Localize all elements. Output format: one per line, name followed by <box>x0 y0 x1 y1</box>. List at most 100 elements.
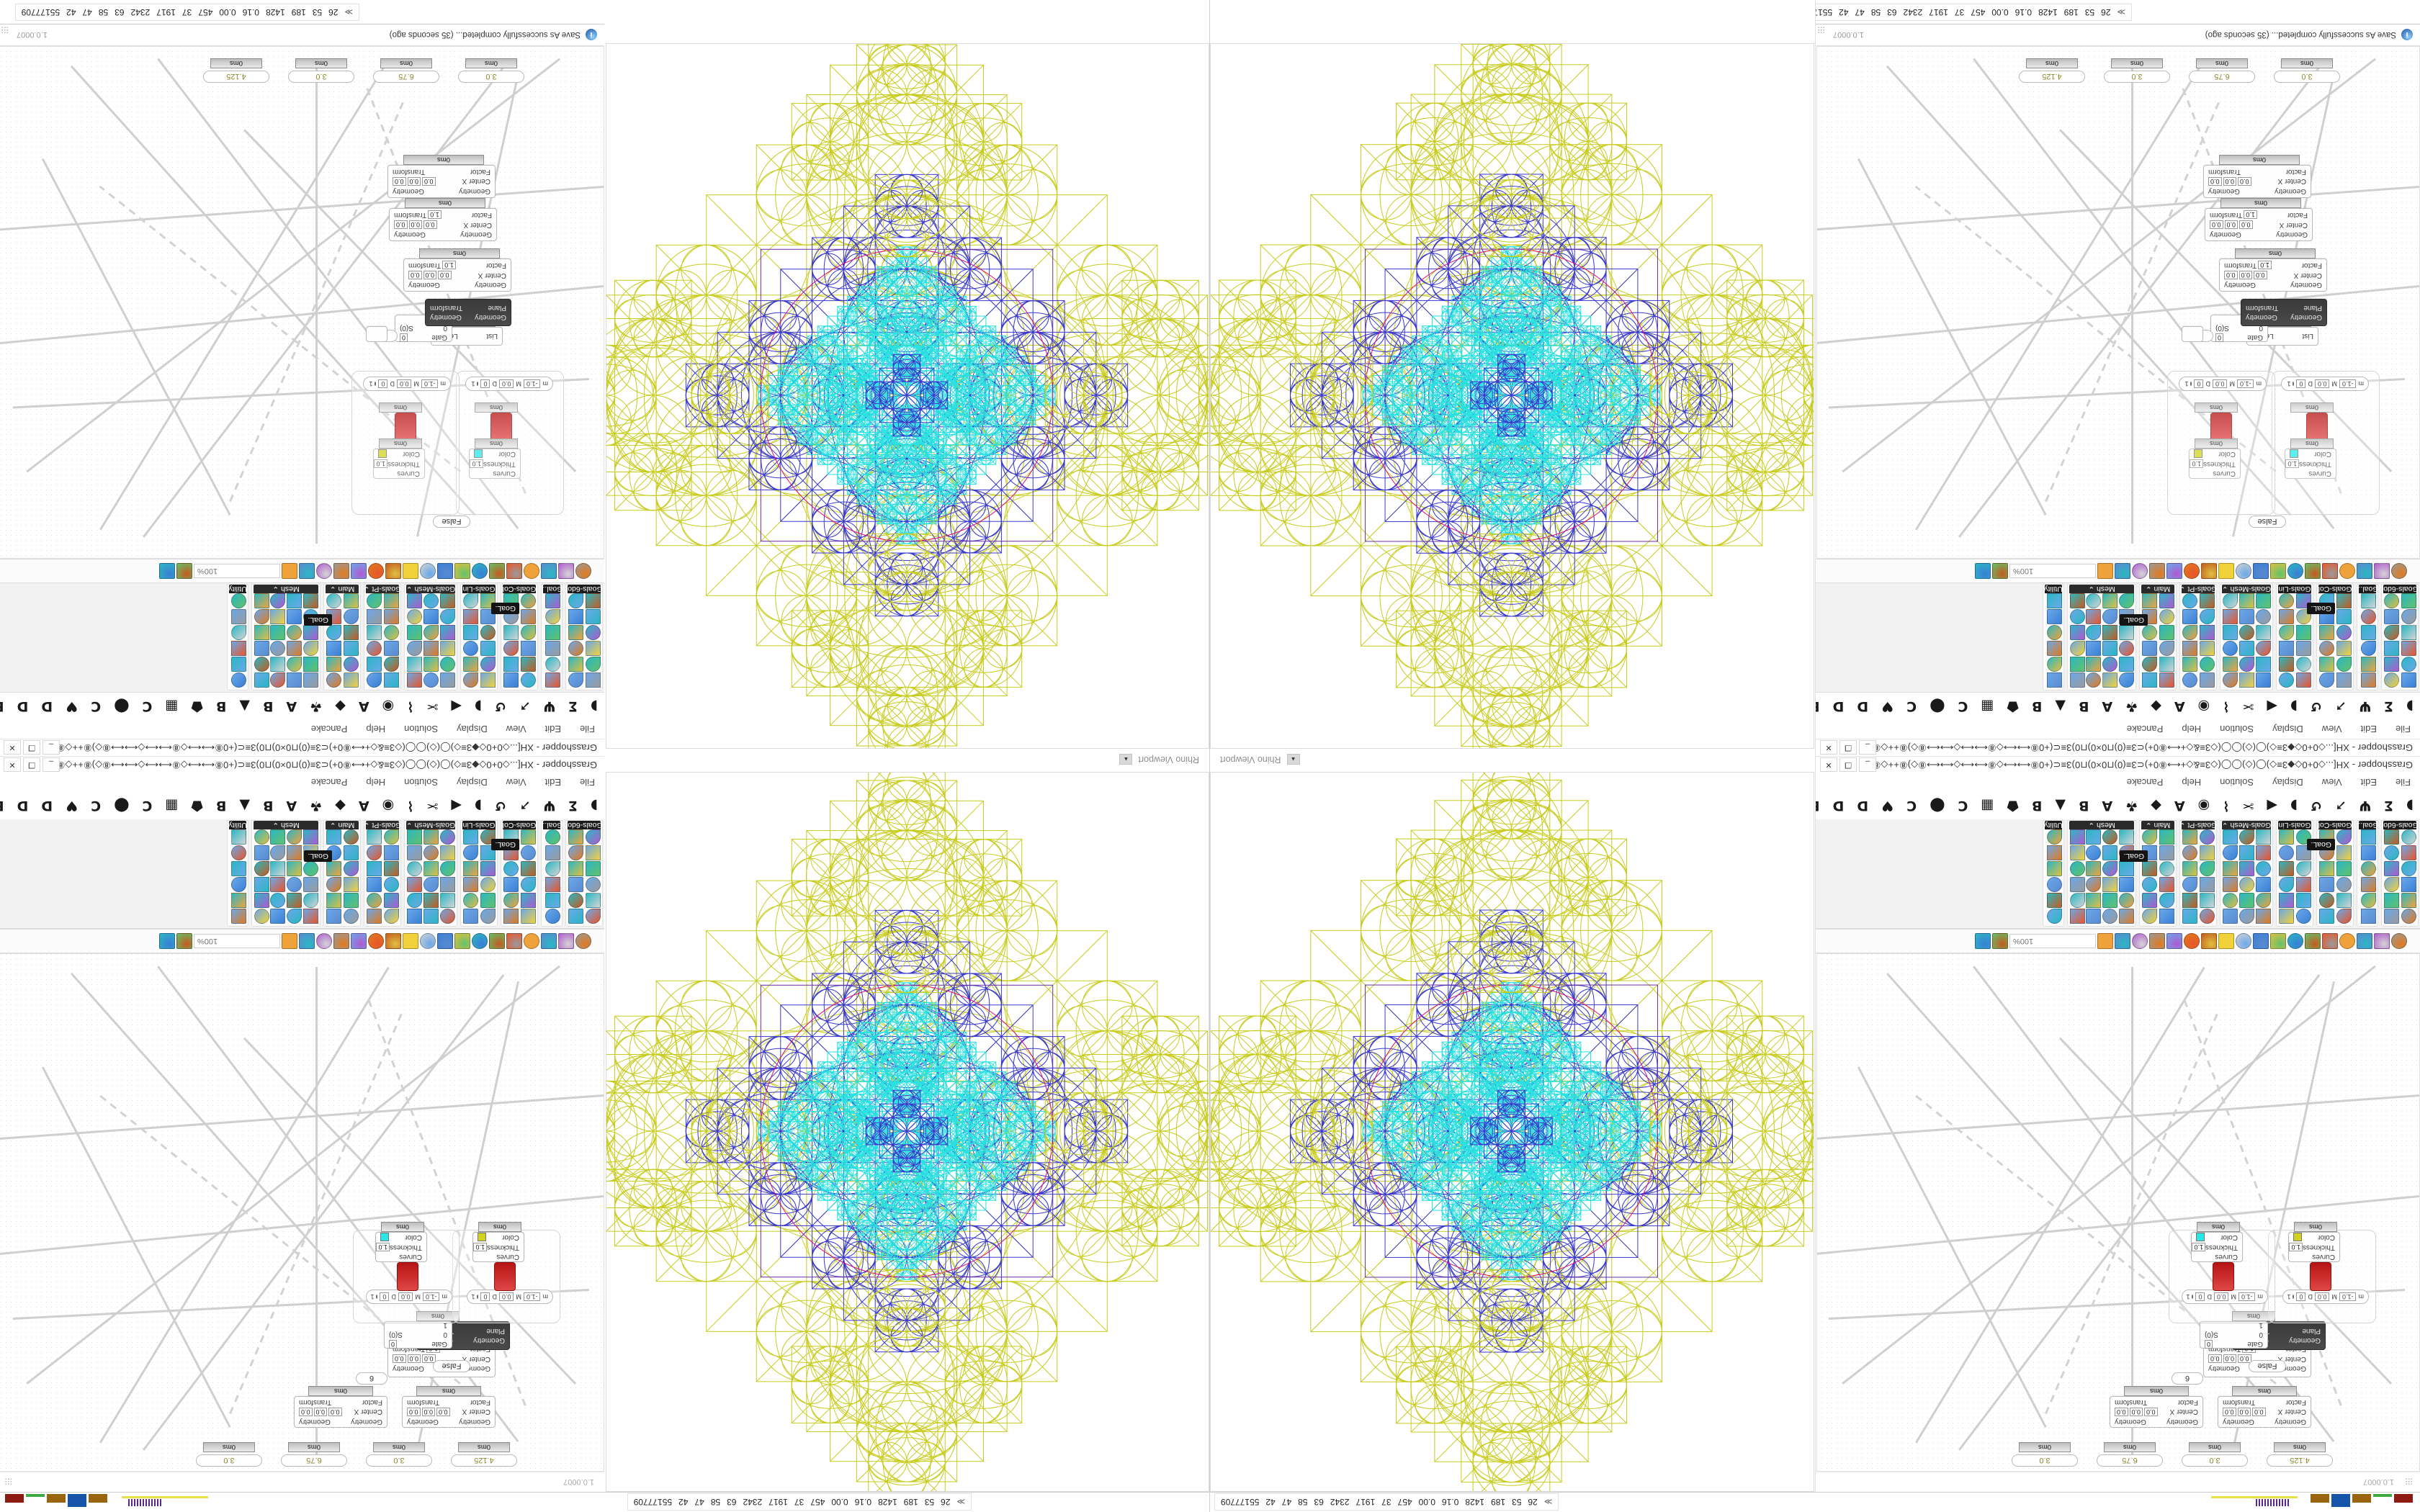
component-icon[interactable] <box>440 625 455 640</box>
component-icon[interactable] <box>568 625 584 640</box>
gh-value-field[interactable]: 0.0 <box>2252 1408 2266 1416</box>
component-icon[interactable] <box>2384 672 2400 688</box>
menu-item-pancake[interactable]: Pancake <box>310 777 348 788</box>
component-icon[interactable] <box>2069 625 2085 640</box>
ribbon-group-label[interactable]: Mesh ⌄ <box>254 585 318 593</box>
component-icon[interactable] <box>303 893 318 908</box>
gh-param-value[interactable]: Transform <box>2115 1398 2147 1406</box>
component-icon[interactable] <box>407 641 422 656</box>
gh-tab-icon[interactable]: ▲ <box>239 698 250 714</box>
ribbon-group-label[interactable]: Goals-6dof <box>2381 585 2419 593</box>
gh-param-icon[interactable]: ✂ <box>2242 798 2254 814</box>
component-icon[interactable] <box>231 829 246 845</box>
component-icon[interactable] <box>407 657 422 672</box>
component-icon[interactable] <box>2256 593 2271 608</box>
gh-tab-icon[interactable]: ⬟ <box>2007 698 2019 714</box>
component-icon[interactable] <box>2401 877 2416 892</box>
component-icon[interactable] <box>463 609 479 624</box>
menu-item-edit[interactable]: Edit <box>544 724 562 735</box>
component-icon[interactable] <box>2047 829 2062 845</box>
component-icon[interactable] <box>463 909 479 924</box>
component-icon[interactable] <box>2086 672 2102 688</box>
component-icon[interactable] <box>407 625 422 640</box>
component-icon[interactable] <box>2296 861 2311 876</box>
component-icon[interactable] <box>521 861 536 876</box>
gh-value-field[interactable]: 0.0 <box>2223 177 2237 186</box>
gh-param-icon[interactable]: Σ <box>568 798 578 814</box>
component-icon[interactable] <box>2086 609 2102 624</box>
gh-value-field[interactable]: 0.0 <box>313 1408 328 1416</box>
gh-menubar-2[interactable]: File Edit View Display Solution Help Pancake <box>1816 720 2420 739</box>
component-icon[interactable] <box>2361 657 2376 672</box>
component-icon[interactable] <box>521 609 536 624</box>
component-icon[interactable] <box>586 609 601 624</box>
component-icon[interactable] <box>2102 593 2118 608</box>
component-icon[interactable] <box>586 845 601 860</box>
component-icon[interactable] <box>2182 893 2198 908</box>
surface-icon[interactable] <box>489 563 505 579</box>
gh-tab-icon[interactable]: ♥ <box>66 798 79 814</box>
save-icon[interactable] <box>1992 933 2008 949</box>
component-icon[interactable] <box>2069 845 2085 860</box>
component-icon[interactable] <box>568 829 584 845</box>
component-icon[interactable] <box>2296 657 2311 672</box>
component-icon[interactable] <box>2239 877 2254 892</box>
ribbon-group-label[interactable]: Goals-Col <box>502 585 537 593</box>
component-icon[interactable] <box>2102 672 2118 688</box>
gh-tab-icon[interactable]: ▦ <box>1981 798 1994 814</box>
menu-item-display[interactable]: Display <box>457 777 488 788</box>
component-icon[interactable] <box>2200 877 2215 892</box>
gh-param-value[interactable]: 0.0 0.0 0.0 <box>394 220 437 230</box>
slider-knob[interactable] <box>376 1295 378 1299</box>
menu-item-display[interactable]: Display <box>2272 724 2303 735</box>
gh-tab-icon[interactable]: ♥ <box>1881 698 1894 714</box>
component-icon[interactable] <box>326 893 342 908</box>
ribbon-group-label[interactable]: Utility <box>2044 585 2063 593</box>
component-icon[interactable] <box>2159 657 2174 672</box>
gh-number-slider[interactable]: m -1.0 M 0.0 D 0 1 <box>363 377 451 391</box>
gh-tab-icon[interactable]: A <box>286 698 297 714</box>
gh-param-icon[interactable]: ◗ <box>2290 698 2298 714</box>
gh-tab-icon[interactable]: D <box>1832 698 1845 714</box>
gh-number-param[interactable]: 6 <box>356 1372 387 1385</box>
gh-param-icon[interactable]: ◗ <box>474 698 482 714</box>
gh-value-field[interactable]: 0.0 <box>2208 1354 2222 1364</box>
component-icon[interactable] <box>545 641 560 656</box>
gh-error-component[interactable] <box>2213 1262 2234 1291</box>
scissors-icon[interactable] <box>454 933 470 949</box>
close-icon[interactable]: ✕ <box>1820 757 1837 773</box>
component-icon[interactable] <box>463 861 479 876</box>
gh-tab-icon[interactable]: E <box>0 698 11 714</box>
component-icon[interactable] <box>2086 861 2102 876</box>
shade-icon[interactable] <box>2357 563 2372 579</box>
gh-param-value[interactable]: S(0) <box>400 324 413 332</box>
rhino-viewport-4[interactable] <box>606 43 1209 749</box>
component-icon[interactable] <box>231 657 246 672</box>
save-icon[interactable] <box>1992 563 2008 579</box>
gh-colour-swatch[interactable] <box>478 1233 486 1242</box>
gh-number-param[interactable]: 3.0 <box>2182 1454 2248 1467</box>
gh-param-value[interactable]: 0.0 0.0 0.0 <box>2208 1354 2251 1364</box>
gh-titlebar-4[interactable]: Grasshopper - XH[...◇0+0◇◆3≡◇)◯(◇)◯◯(◇3≡… <box>0 739 604 756</box>
menu-item-file[interactable]: File <box>2396 724 2411 735</box>
gh-value-field[interactable]: 1.0 <box>2289 1243 2303 1252</box>
component-icon[interactable] <box>586 893 601 908</box>
component-icon[interactable] <box>367 657 382 672</box>
gh-value-field[interactable]: 1.0 <box>2192 1243 2205 1252</box>
component-icon[interactable] <box>2384 625 2400 640</box>
component-icon[interactable] <box>568 593 584 608</box>
component-icon[interactable] <box>545 609 560 624</box>
pink-icon[interactable] <box>2236 933 2251 949</box>
component-icon[interactable] <box>424 641 439 656</box>
gh-number-param[interactable]: 6 <box>2172 1372 2203 1385</box>
gh-colour-swatch[interactable] <box>380 1233 389 1242</box>
ribbon-group-goals-6dof[interactable]: Goals-6dof <box>565 584 603 690</box>
component-icon[interactable] <box>568 909 584 924</box>
gh-number-param[interactable]: 6.75 <box>281 1454 347 1467</box>
texture-icon[interactable] <box>385 563 401 579</box>
slider-field[interactable]: -1.0 <box>2236 379 2254 388</box>
component-icon[interactable] <box>2384 861 2400 876</box>
gh-tab-icon[interactable]: ◆ <box>335 698 346 714</box>
